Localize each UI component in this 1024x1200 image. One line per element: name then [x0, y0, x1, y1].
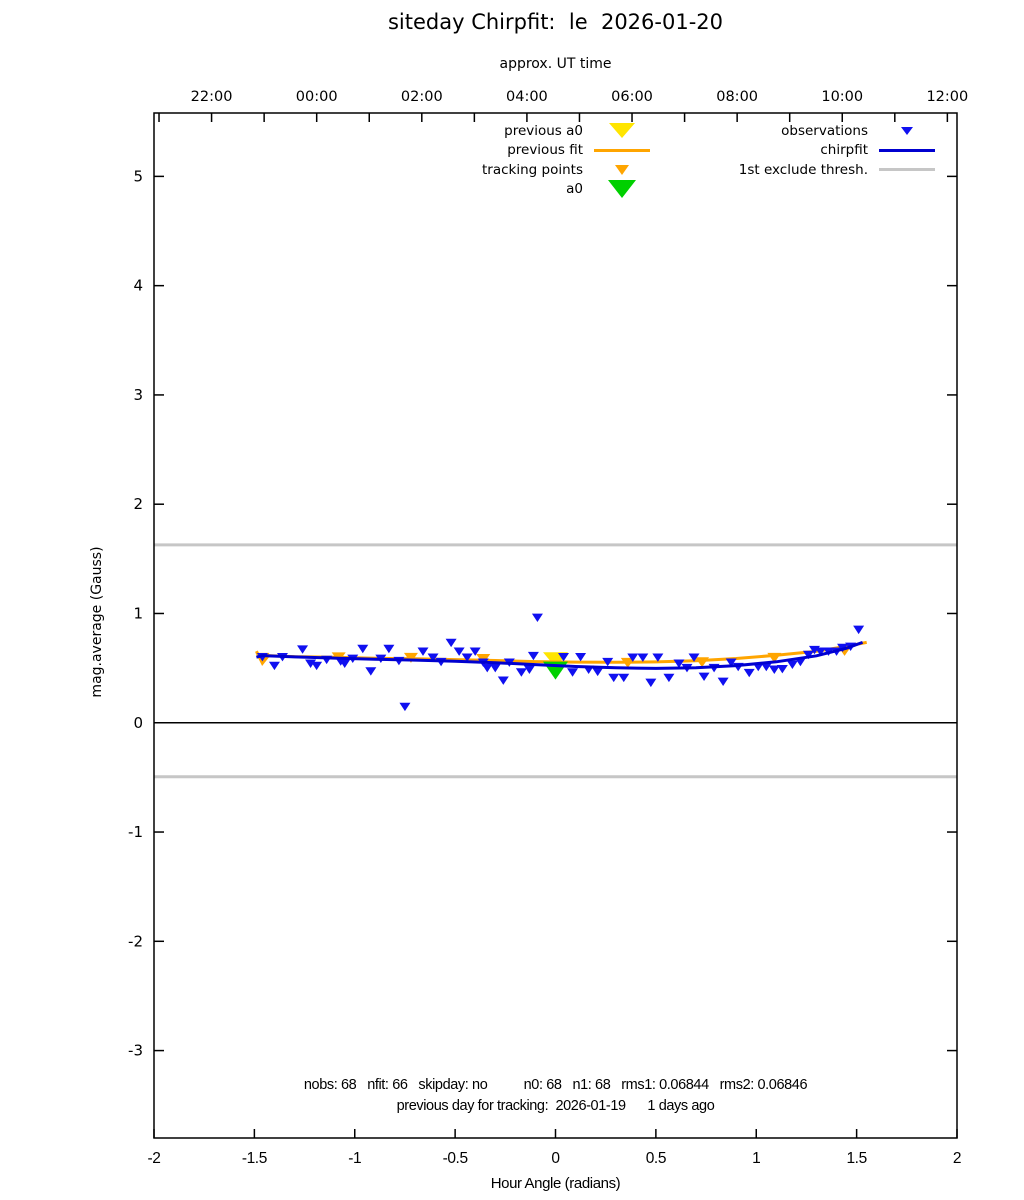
y-tick-label: 0 [133, 714, 143, 732]
x-tick-label: -1 [348, 1150, 361, 1167]
legend-item-tracking-points: tracking points [413, 160, 661, 180]
y-axis-label: mag.average (Gauss) [89, 546, 105, 698]
ut-tick-label: 12:00 [926, 89, 968, 105]
plot-border [153, 112, 958, 1139]
legend-item-previous-a0: previous a0 [413, 121, 661, 141]
chart-title: siteday Chirpfit: le 2026-01-20 [387, 10, 724, 34]
y-tick-label: 4 [133, 277, 143, 295]
chirpfit-line-icon [879, 148, 935, 152]
x-tick-label: -1.5 [242, 1150, 267, 1167]
legend-item-chirpfit: chirpfit [690, 141, 946, 161]
chirpfit-line [256, 640, 864, 670]
x-tick-label: -2 [148, 1150, 161, 1167]
legend-item-previous-fit: previous fit [413, 141, 661, 161]
legend-left-block: previous a0 previous fit tracking points… [413, 121, 661, 199]
ut-tick-label: 22:00 [191, 89, 233, 105]
ut-tick-label: 00:00 [296, 89, 338, 105]
y-tick-label: 2 [133, 495, 143, 513]
ut-tick-label: 04:00 [506, 89, 548, 105]
x-tick-label: -0.5 [443, 1150, 468, 1167]
tracking-day-line: previous day for tracking: 2026-01-19 1 … [396, 1098, 715, 1114]
y-tick-label: -2 [128, 932, 143, 950]
x-tick-label: 1 [752, 1150, 760, 1167]
y-tick-label: 5 [133, 167, 143, 185]
ut-tick-label: 06:00 [611, 89, 653, 105]
legend-label: a0 [566, 181, 583, 198]
x-axis-label: Hour Angle (radians) [490, 1175, 621, 1192]
legend-item-a0: a0 [413, 180, 661, 200]
x-tick-label: 0 [551, 1150, 560, 1167]
legend-label: chirpfit [820, 142, 868, 159]
y-tick-label: -1 [128, 823, 143, 841]
a0-marker-icon [608, 180, 636, 199]
legend-label: observations [781, 122, 868, 139]
fit-statistics-line: nobs: 68 nfit: 66 skipday: no n0: 68 n1:… [303, 1077, 808, 1093]
ut-tick-label: 02:00 [401, 89, 443, 105]
legend-label: previous fit [507, 142, 583, 159]
y-tick-label: -3 [128, 1042, 143, 1060]
exclude-threshold-lines [154, 543, 957, 779]
previous-fit-line-icon [594, 148, 650, 152]
observations-marker-icon [901, 126, 913, 135]
legend-item-observations: observations [690, 121, 946, 141]
y-tick-label: 1 [133, 604, 143, 622]
legend-label: previous a0 [504, 122, 583, 139]
ut-time-axis-label: approx. UT time [499, 56, 612, 72]
legend-label: tracking points [482, 161, 583, 178]
legend-label: 1st exclude thresh. [738, 161, 868, 178]
exclude-threshold-line-icon [879, 168, 935, 172]
y-tick-label: 3 [133, 386, 143, 404]
previous-a0-marker-icon [609, 123, 635, 139]
legend-right-block: observations chirpfit 1st exclude thresh… [690, 121, 946, 180]
ut-tick-label: 08:00 [716, 89, 758, 105]
tracking-points-marker-icon [615, 164, 629, 175]
ut-tick-label: 10:00 [821, 89, 863, 105]
ut-axis-ticks: 22:00 00:00 02:00 04:00 06:00 08:00 10:00 12:00 [158, 89, 968, 122]
x-tick-label: 1.5 [846, 1150, 866, 1167]
x-tick-label: 0.5 [646, 1150, 666, 1167]
x-tick-label: 2 [953, 1150, 961, 1167]
legend-item-exclude-threshold: 1st exclude thresh. [690, 160, 946, 180]
x-axis-ticks: -2 -1.5 -1 -0.5 0 0.5 1 1.5 2 [148, 1129, 962, 1167]
y-axis-ticks: -3 -2 -1 0 1 2 3 4 5 [128, 167, 957, 1060]
